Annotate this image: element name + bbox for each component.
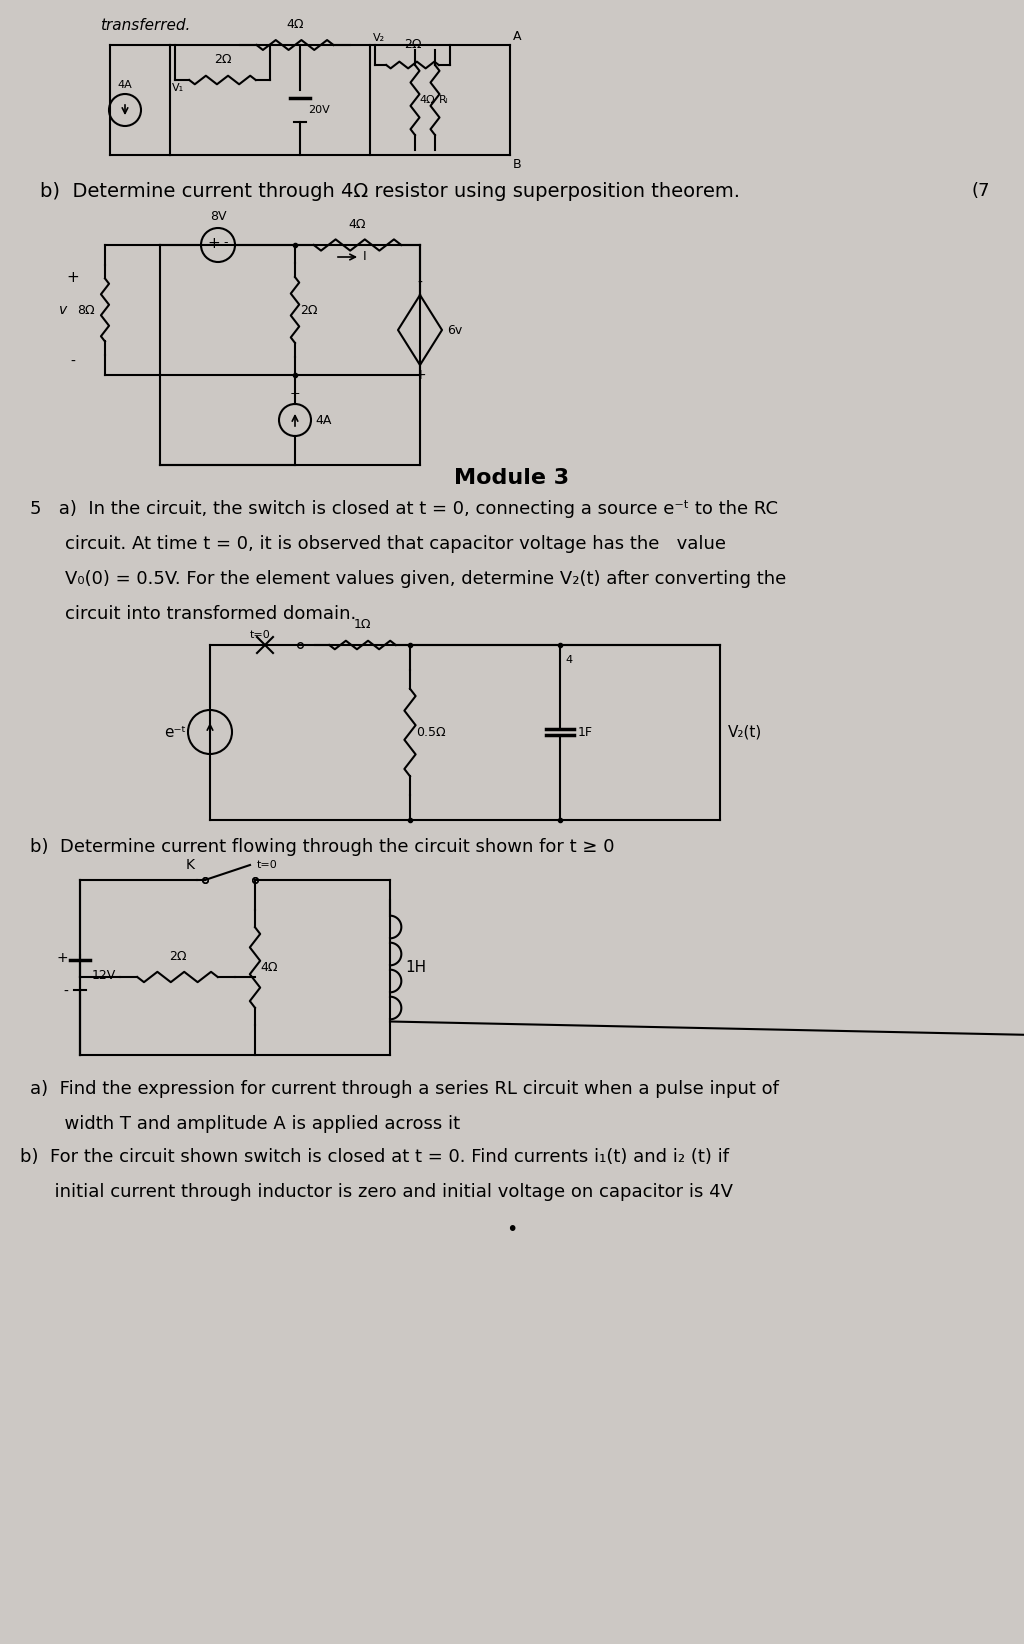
Text: initial current through inductor is zero and initial voltage on capacitor is 4V: initial current through inductor is zero… xyxy=(20,1184,733,1202)
Text: 1H: 1H xyxy=(406,960,426,975)
Text: V₁: V₁ xyxy=(172,82,184,94)
Text: 4Ω: 4Ω xyxy=(260,962,278,973)
Text: +: + xyxy=(56,950,68,965)
Text: b)  Determine current through 4Ω resistor using superposition theorem.: b) Determine current through 4Ω resistor… xyxy=(40,182,740,201)
Text: b)  Determine current flowing through the circuit shown for t ≥ 0: b) Determine current flowing through the… xyxy=(30,838,614,857)
Text: 4A: 4A xyxy=(118,81,132,90)
Text: 1F: 1F xyxy=(578,725,593,738)
Text: 8Ω: 8Ω xyxy=(77,304,94,317)
Text: 8V: 8V xyxy=(210,210,226,224)
Text: width T and amplitude A is applied across it: width T and amplitude A is applied acros… xyxy=(30,1115,460,1133)
Text: 20V: 20V xyxy=(308,105,330,115)
Text: 1Ω: 1Ω xyxy=(353,618,372,631)
Text: 2Ω: 2Ω xyxy=(403,38,421,51)
Text: +: + xyxy=(208,235,220,250)
Text: t=0: t=0 xyxy=(257,860,278,870)
Text: v: v xyxy=(58,302,68,317)
Text: -: - xyxy=(63,985,68,1000)
Text: •: • xyxy=(506,1220,518,1240)
Text: (7: (7 xyxy=(972,182,990,201)
Text: K: K xyxy=(186,858,195,871)
Text: +: + xyxy=(414,368,426,381)
Text: 0.5Ω: 0.5Ω xyxy=(416,727,445,740)
Text: b)  For the circuit shown switch is closed at t = 0. Find currents i₁(t) and i₂ : b) For the circuit shown switch is close… xyxy=(20,1148,729,1166)
Text: +: + xyxy=(290,386,300,399)
Text: transferred.: transferred. xyxy=(100,18,190,33)
Text: 4Ω: 4Ω xyxy=(419,95,434,105)
Text: -: - xyxy=(71,355,76,368)
Text: -: - xyxy=(418,276,423,289)
Text: +: + xyxy=(67,270,80,284)
Text: I: I xyxy=(362,250,367,263)
Text: a)  Find the expression for current through a series RL circuit when a pulse inp: a) Find the expression for current throu… xyxy=(30,1080,779,1098)
Text: circuit. At time t = 0, it is observed that capacitor voltage has the   value: circuit. At time t = 0, it is observed t… xyxy=(65,534,726,552)
Text: e⁻ᵗ: e⁻ᵗ xyxy=(164,725,186,740)
Text: B: B xyxy=(513,158,521,171)
Text: V₂: V₂ xyxy=(373,33,385,43)
Text: V₂(t): V₂(t) xyxy=(728,725,762,740)
Text: A: A xyxy=(513,30,521,43)
Text: 2Ω: 2Ω xyxy=(214,53,231,66)
Text: 4A: 4A xyxy=(315,414,332,426)
Text: 2Ω: 2Ω xyxy=(169,950,186,963)
Text: circuit into transformed domain.: circuit into transformed domain. xyxy=(65,605,356,623)
Text: t=0: t=0 xyxy=(250,630,270,640)
Text: Rₗ: Rₗ xyxy=(439,95,449,105)
Text: 4: 4 xyxy=(565,654,572,666)
Text: 5   a)  In the circuit, the switch is closed at t = 0, connecting a source e⁻ᵗ t: 5 a) In the circuit, the switch is close… xyxy=(30,500,778,518)
Text: Module 3: Module 3 xyxy=(455,469,569,488)
Text: 4Ω: 4Ω xyxy=(287,18,304,31)
Text: 12V: 12V xyxy=(92,968,117,981)
Text: 4Ω: 4Ω xyxy=(349,219,367,232)
Text: 2Ω: 2Ω xyxy=(300,304,317,317)
Text: V₀(0) = 0.5V. For the element values given, determine V₂(t) after converting the: V₀(0) = 0.5V. For the element values giv… xyxy=(65,570,786,589)
Text: -: - xyxy=(224,237,228,250)
Text: 6v: 6v xyxy=(447,324,462,337)
